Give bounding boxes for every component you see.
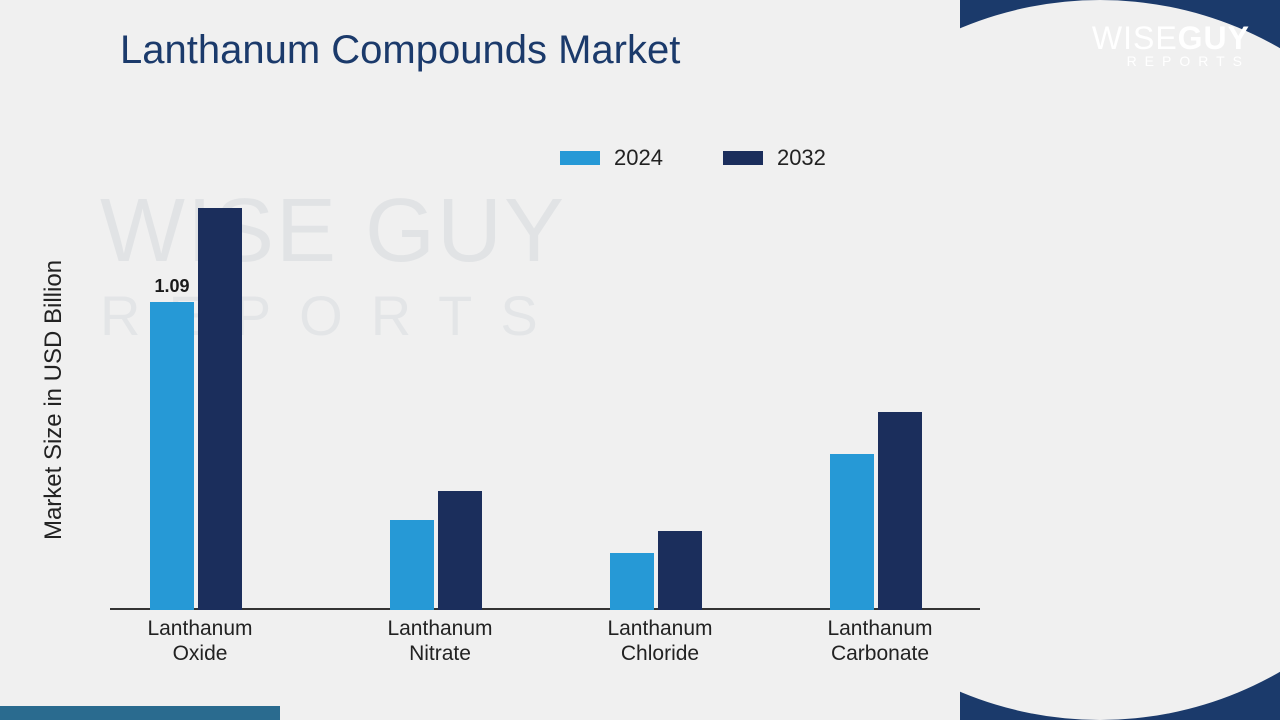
bar-group	[390, 491, 482, 610]
logo-main-text: WISEGUY	[1092, 20, 1250, 57]
logo-word-2: GUY	[1178, 20, 1250, 56]
legend-swatch-2024	[560, 151, 600, 165]
bar-group: 1.09	[150, 208, 242, 610]
legend: 2024 2032	[560, 145, 826, 171]
legend-item-2024: 2024	[560, 145, 663, 171]
legend-label-2032: 2032	[777, 145, 826, 171]
category-label: LanthanumChloride	[560, 616, 760, 666]
chart-page: Lanthanum Compounds Market WISEGUY REPOR…	[0, 0, 1280, 720]
bar	[390, 520, 434, 610]
right-decorative-panel	[960, 0, 1280, 720]
category-label: LanthanumNitrate	[340, 616, 540, 666]
bar	[610, 553, 654, 610]
legend-label-2024: 2024	[614, 145, 663, 171]
bar	[830, 454, 874, 610]
bar: 1.09	[150, 302, 194, 610]
y-axis-label: Market Size in USD Billion	[40, 260, 68, 540]
bar	[198, 208, 242, 610]
chart-plot-area: 1.09LanthanumOxideLanthanumNitrateLantha…	[110, 200, 980, 610]
bottom-accent-bar	[0, 706, 280, 720]
wiseguy-logo: WISEGUY REPORTS	[1092, 20, 1250, 69]
bar-value-label: 1.09	[150, 276, 194, 297]
bar	[438, 491, 482, 610]
bar-group	[610, 531, 702, 610]
bar	[878, 412, 922, 610]
logo-word-1: WISE	[1092, 20, 1178, 56]
bar	[658, 531, 702, 610]
chart-title: Lanthanum Compounds Market	[120, 28, 680, 73]
category-label: LanthanumOxide	[100, 616, 300, 666]
bar-group	[830, 412, 922, 610]
legend-swatch-2032	[723, 151, 763, 165]
category-label: LanthanumCarbonate	[780, 616, 980, 666]
legend-item-2032: 2032	[723, 145, 826, 171]
